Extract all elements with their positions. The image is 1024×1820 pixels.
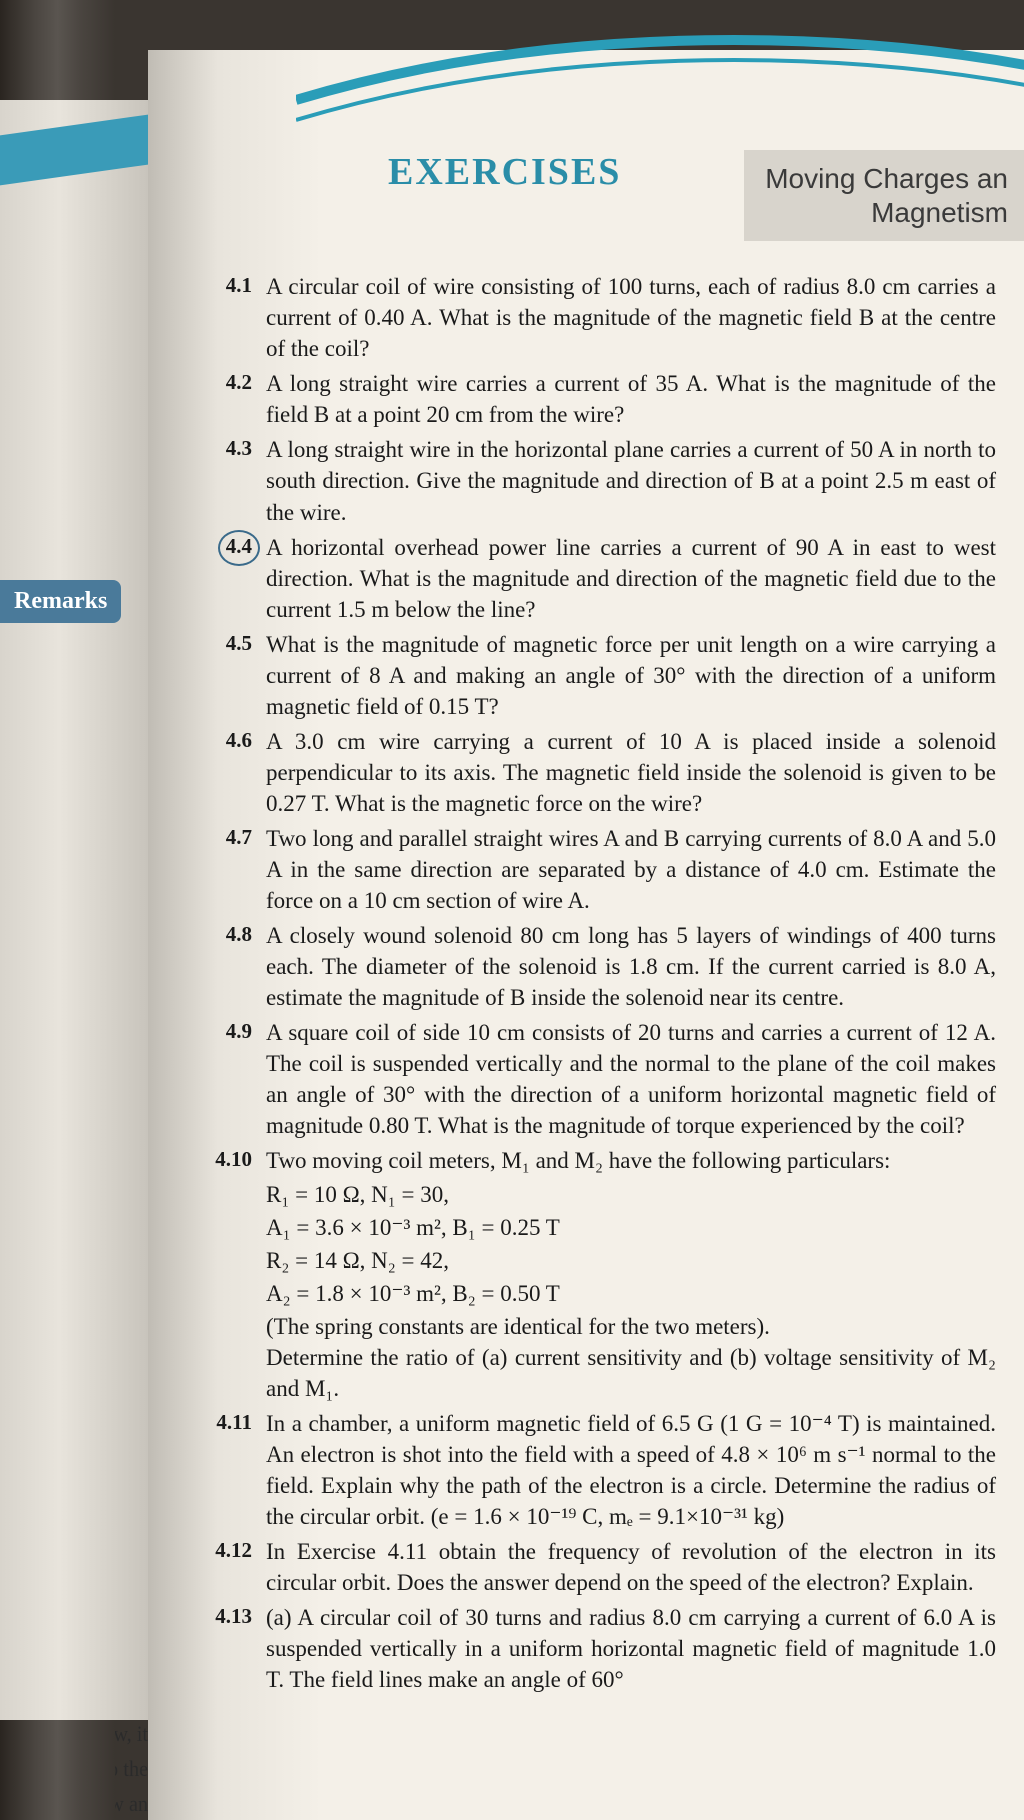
exercise-text: In Exercise 4.11 obtain the frequency of… — [266, 1536, 1004, 1598]
header-row: EXERCISES Moving Charges an Magnetism — [208, 150, 1004, 241]
exercise-number: 4.5 — [208, 629, 266, 722]
exercise-text: A square coil of side 10 cm consists of … — [266, 1017, 1004, 1141]
formula-line: R₂ = 14 Ω, N₂ = 42, — [266, 1245, 996, 1276]
exercise-text: A long straight wire in the horizontal p… — [266, 434, 1004, 527]
exercise-number: 4.11 — [208, 1408, 266, 1532]
exercise-text: A 3.0 cm wire carrying a current of 10 A… — [266, 726, 1004, 819]
exercise-item: 4.1A circular coil of wire consisting of… — [208, 271, 1004, 364]
exercise-number: 4.9 — [208, 1017, 266, 1141]
exercise-number: 4.10 — [208, 1145, 266, 1403]
exercises-title: EXERCISES — [388, 150, 621, 194]
exercise-item: 4.7Two long and parallel straight wires … — [208, 823, 1004, 916]
exercise-item: 4.5What is the magnitude of magnetic for… — [208, 629, 1004, 722]
exercise-item: 4.2A long straight wire carries a curren… — [208, 368, 1004, 430]
formula-line: A₂ = 1.8 × 10⁻³ m², B₂ = 0.50 T — [266, 1278, 996, 1309]
exercise-number: 4.8 — [208, 920, 266, 1013]
exercise-item: 4.11In a chamber, a uniform magnetic fie… — [208, 1408, 1004, 1532]
exercise-item: 4.13(a) A circular coil of 30 turns and … — [208, 1602, 1004, 1695]
exercise-number: 4.7 — [208, 823, 266, 916]
exercise-number: 4.13 — [208, 1602, 266, 1695]
formula-line: A₁ = 3.6 × 10⁻³ m², B₁ = 0.25 T — [266, 1212, 996, 1243]
exercise-number: 4.2 — [208, 368, 266, 430]
exercise-number: 4.6 — [208, 726, 266, 819]
exercise-number: 4.1 — [208, 271, 266, 364]
exercise-item: 4.9A square coil of side 10 cm consists … — [208, 1017, 1004, 1141]
exercise-number: 4.12 — [208, 1536, 266, 1598]
exercise-text: What is the magnitude of magnetic force … — [266, 629, 1004, 722]
exercise-number: 4.4 — [208, 532, 266, 625]
left-page-slice — [0, 100, 148, 1720]
exercise-text: A horizontal overhead power line carries… — [266, 532, 1004, 625]
formula-line: R₁ = 10 Ω, N₁ = 30, — [266, 1179, 996, 1210]
exercise-text: A closely wound solenoid 80 cm long has … — [266, 920, 1004, 1013]
exercise-text: (a) A circular coil of 30 turns and radi… — [266, 1602, 1004, 1695]
exercise-text: Two long and parallel straight wires A a… — [266, 823, 1004, 916]
exercise-item: 4.3A long straight wire in the horizonta… — [208, 434, 1004, 527]
chapter-line1: Moving Charges an — [760, 162, 1008, 196]
exercise-item: 4.6A 3.0 cm wire carrying a current of 1… — [208, 726, 1004, 819]
exercise-item: 4.10Two moving coil meters, M₁ and M₂ ha… — [208, 1145, 1004, 1403]
exercise-number: 4.3 — [208, 434, 266, 527]
page-top-curve — [296, 20, 1024, 160]
exercise-text: A circular coil of wire consisting of 10… — [266, 271, 1004, 364]
exercise-text: A long straight wire carries a current o… — [266, 368, 1004, 430]
exercise-item: 4.12In Exercise 4.11 obtain the frequenc… — [208, 1536, 1004, 1598]
chapter-line2: Magnetism — [760, 196, 1008, 230]
exercise-item: 4.8A closely wound solenoid 80 cm long h… — [208, 920, 1004, 1013]
exercise-text: In a chamber, a uniform magnetic field o… — [266, 1408, 1004, 1532]
chapter-label: Moving Charges an Magnetism — [744, 150, 1024, 241]
left-page-blue-band — [0, 115, 148, 186]
exercise-item: 4.4A horizontal overhead power line carr… — [208, 532, 1004, 625]
exercise-list: 4.1A circular coil of wire consisting of… — [208, 271, 1004, 1695]
remarks-badge: Remarks — [0, 580, 121, 623]
right-page: EXERCISES Moving Charges an Magnetism 4.… — [148, 50, 1024, 1820]
exercise-text: Two moving coil meters, M₁ and M₂ have t… — [266, 1145, 1004, 1403]
